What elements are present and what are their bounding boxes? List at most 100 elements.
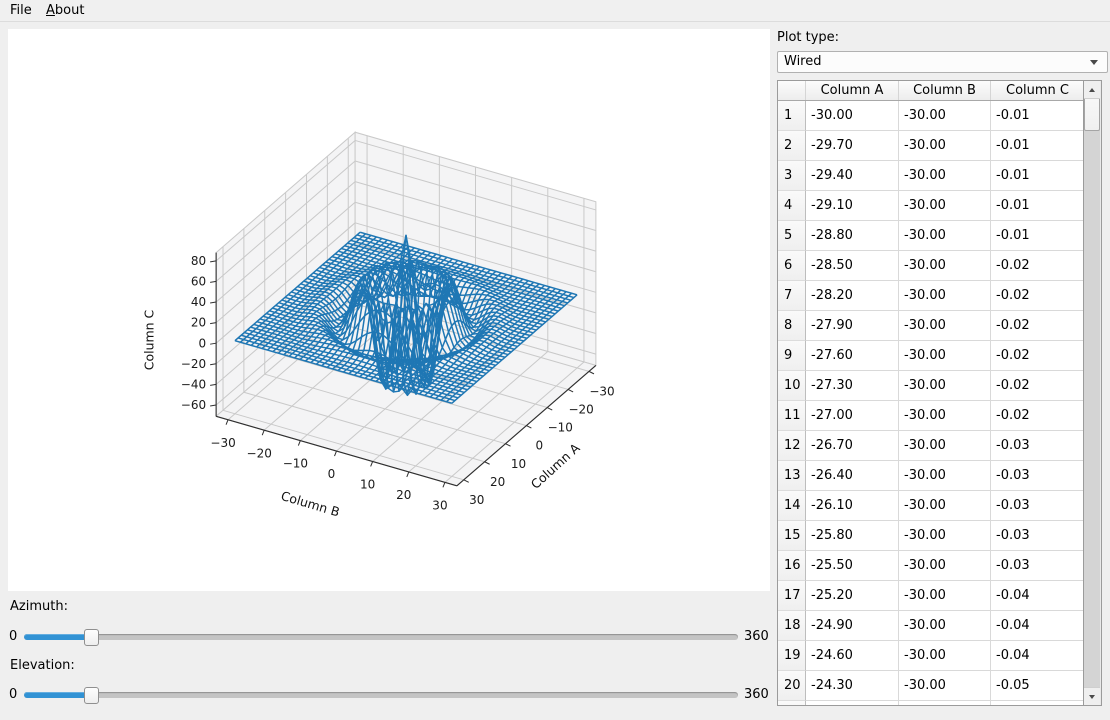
table-cell[interactable]: -30.00: [899, 131, 991, 161]
table-cell[interactable]: -25.80: [806, 521, 899, 551]
row-number-cell[interactable]: 5: [778, 221, 806, 251]
column-header-b[interactable]: Column B: [899, 81, 991, 100]
table-cell[interactable]: -30.00: [899, 161, 991, 191]
row-number-cell[interactable]: 19: [778, 641, 806, 671]
table-cell[interactable]: -30.00: [899, 641, 991, 671]
table-row[interactable]: 9 -27.60 -30.00 -0.02: [778, 341, 1084, 371]
table-cell[interactable]: -0.01: [991, 191, 1084, 221]
row-number-cell[interactable]: 15: [778, 521, 806, 551]
table-cell[interactable]: -0.04: [991, 641, 1084, 671]
vertical-scrollbar[interactable]: [1083, 81, 1101, 705]
row-number-cell[interactable]: 18: [778, 611, 806, 641]
table-cell[interactable]: -0.02: [991, 281, 1084, 311]
table-row[interactable]: 16 -25.50 -30.00 -0.03: [778, 551, 1084, 581]
table-row[interactable]: 13 -26.40 -30.00 -0.03: [778, 461, 1084, 491]
table-cell[interactable]: -28.20: [806, 281, 899, 311]
table-cell[interactable]: -30.00: [899, 101, 991, 131]
table-cell[interactable]: -30.00: [899, 281, 991, 311]
table-row[interactable]: 1 -30.00 -30.00 -0.01: [778, 101, 1084, 131]
table-cell[interactable]: -24.60: [806, 641, 899, 671]
row-number-cell[interactable]: 17: [778, 581, 806, 611]
table-cell[interactable]: -26.10: [806, 491, 899, 521]
table-cell[interactable]: -24.90: [806, 611, 899, 641]
table-cell[interactable]: -0.02: [991, 251, 1084, 281]
table-cell[interactable]: -25.20: [806, 581, 899, 611]
table-cell[interactable]: -30.00: [899, 671, 991, 701]
elevation-slider-handle[interactable]: [84, 687, 99, 704]
table-cell[interactable]: -0.03: [991, 491, 1084, 521]
plot-type-dropdown[interactable]: Wired: [777, 51, 1108, 73]
azimuth-slider-groove[interactable]: [24, 634, 738, 640]
table-cell[interactable]: -30.00: [806, 101, 899, 131]
table-cell[interactable]: [899, 701, 991, 705]
row-number-cell[interactable]: 13: [778, 461, 806, 491]
table-cell[interactable]: [806, 701, 899, 705]
row-number-cell[interactable]: 2: [778, 131, 806, 161]
table-cell[interactable]: -0.01: [991, 221, 1084, 251]
row-number-cell[interactable]: 10: [778, 371, 806, 401]
table-cell[interactable]: -0.03: [991, 431, 1084, 461]
table-cell[interactable]: -0.03: [991, 551, 1084, 581]
row-number-cell[interactable]: 9: [778, 341, 806, 371]
table-row[interactable]: [778, 701, 1084, 705]
table-cell[interactable]: -30.00: [899, 341, 991, 371]
scrollbar-track[interactable]: [1084, 98, 1101, 688]
row-number-cell[interactable]: 20: [778, 671, 806, 701]
table-cell[interactable]: -30.00: [899, 491, 991, 521]
table-cell[interactable]: -29.40: [806, 161, 899, 191]
row-number-cell[interactable]: [778, 701, 806, 705]
table-row[interactable]: 14 -26.10 -30.00 -0.03: [778, 491, 1084, 521]
table-cell[interactable]: -26.40: [806, 461, 899, 491]
table-cell[interactable]: -30.00: [899, 221, 991, 251]
table-row[interactable]: 2 -29.70 -30.00 -0.01: [778, 131, 1084, 161]
table-cell[interactable]: -25.50: [806, 551, 899, 581]
table-cell[interactable]: -0.05: [991, 671, 1084, 701]
table-cell[interactable]: -30.00: [899, 191, 991, 221]
table-row[interactable]: 5 -28.80 -30.00 -0.01: [778, 221, 1084, 251]
table-cell[interactable]: -28.50: [806, 251, 899, 281]
table-row[interactable]: 4 -29.10 -30.00 -0.01: [778, 191, 1084, 221]
table-cell[interactable]: -0.04: [991, 611, 1084, 641]
row-number-cell[interactable]: 3: [778, 161, 806, 191]
table-cell[interactable]: -0.02: [991, 341, 1084, 371]
table-row[interactable]: 8 -27.90 -30.00 -0.02: [778, 311, 1084, 341]
row-number-cell[interactable]: 16: [778, 551, 806, 581]
table-cell[interactable]: -0.02: [991, 371, 1084, 401]
table-row[interactable]: 12 -26.70 -30.00 -0.03: [778, 431, 1084, 461]
table-cell[interactable]: -30.00: [899, 311, 991, 341]
table-cell[interactable]: -29.10: [806, 191, 899, 221]
table-cell[interactable]: -30.00: [899, 431, 991, 461]
table-cell[interactable]: -27.00: [806, 401, 899, 431]
table-cell[interactable]: -24.30: [806, 671, 899, 701]
azimuth-slider[interactable]: [24, 628, 738, 646]
table-cell[interactable]: [991, 701, 1084, 705]
table-row[interactable]: 10 -27.30 -30.00 -0.02: [778, 371, 1084, 401]
row-number-cell[interactable]: 12: [778, 431, 806, 461]
table-cell[interactable]: -0.01: [991, 101, 1084, 131]
table-cell[interactable]: -27.60: [806, 341, 899, 371]
table-cell[interactable]: -30.00: [899, 461, 991, 491]
table-row[interactable]: 7 -28.20 -30.00 -0.02: [778, 281, 1084, 311]
table-row[interactable]: 18 -24.90 -30.00 -0.04: [778, 611, 1084, 641]
table-cell[interactable]: -0.02: [991, 311, 1084, 341]
column-header-c[interactable]: Column C: [1006, 83, 1069, 98]
table-row[interactable]: 6 -28.50 -30.00 -0.02: [778, 251, 1084, 281]
table-cell[interactable]: -0.01: [991, 131, 1084, 161]
row-number-cell[interactable]: 4: [778, 191, 806, 221]
table-row[interactable]: 11 -27.00 -30.00 -0.02: [778, 401, 1084, 431]
row-number-cell[interactable]: 1: [778, 101, 806, 131]
row-number-cell[interactable]: 7: [778, 281, 806, 311]
table-cell[interactable]: -27.30: [806, 371, 899, 401]
table-row[interactable]: 15 -25.80 -30.00 -0.03: [778, 521, 1084, 551]
azimuth-slider-handle[interactable]: [84, 629, 99, 646]
table-cell[interactable]: -30.00: [899, 551, 991, 581]
table-row[interactable]: 3 -29.40 -30.00 -0.01: [778, 161, 1084, 191]
table-cell[interactable]: -0.03: [991, 521, 1084, 551]
row-number-cell[interactable]: 14: [778, 491, 806, 521]
column-header-a[interactable]: Column A: [806, 81, 899, 100]
elevation-slider-groove[interactable]: [24, 692, 738, 698]
table-cell[interactable]: -29.70: [806, 131, 899, 161]
scroll-down-button[interactable]: [1084, 687, 1101, 705]
table-cell[interactable]: -30.00: [899, 611, 991, 641]
row-number-cell[interactable]: 8: [778, 311, 806, 341]
